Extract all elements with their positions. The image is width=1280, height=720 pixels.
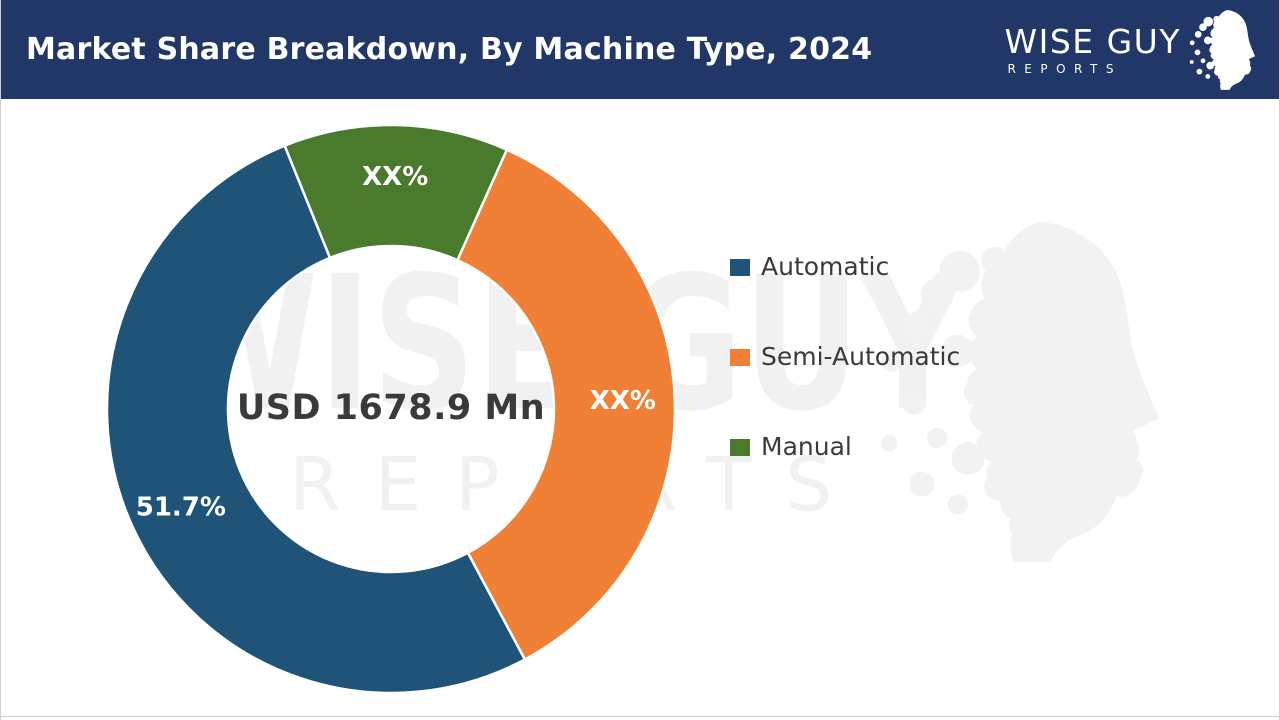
donut-slice-automatic xyxy=(105,144,527,695)
chart-legend: Automatic Semi-Automatic Manual xyxy=(730,250,960,520)
logo-head-icon xyxy=(1189,9,1256,90)
logo-subtitle: REPORTS xyxy=(1007,61,1122,76)
legend-item-semi-automatic: Semi-Automatic xyxy=(730,340,960,374)
wise-guy-logo: WISE GUY REPORTS xyxy=(1004,8,1257,92)
legend-swatch-manual xyxy=(730,438,750,456)
page-title: Market Share Breakdown, By Machine Type,… xyxy=(26,32,873,67)
donut-center-value: USD 1678.9 Mn xyxy=(236,388,546,428)
donut-slice-label-manual: XX% xyxy=(362,162,428,192)
donut-slice-label-automatic: 51.7% xyxy=(136,492,226,522)
donut-slice-semi-automatic xyxy=(456,148,677,661)
donut-slice-label-semi-automatic: XX% xyxy=(590,386,656,416)
legend-swatch-semi-automatic xyxy=(730,348,750,366)
logo-wordmark: WISE GUY xyxy=(1004,21,1181,61)
legend-label-semi-automatic: Semi-Automatic xyxy=(761,342,961,371)
legend-swatch-automatic xyxy=(730,258,750,276)
legend-label-manual: Manual xyxy=(761,432,852,461)
header-bar: Market Share Breakdown, By Machine Type,… xyxy=(1,0,1279,99)
logo-text: WISE GUY REPORTS xyxy=(1004,25,1181,75)
legend-item-manual: Manual xyxy=(730,430,960,464)
legend-item-automatic: Automatic xyxy=(730,250,960,284)
bottom-divider xyxy=(1,716,1279,717)
legend-label-automatic: Automatic xyxy=(761,252,890,281)
